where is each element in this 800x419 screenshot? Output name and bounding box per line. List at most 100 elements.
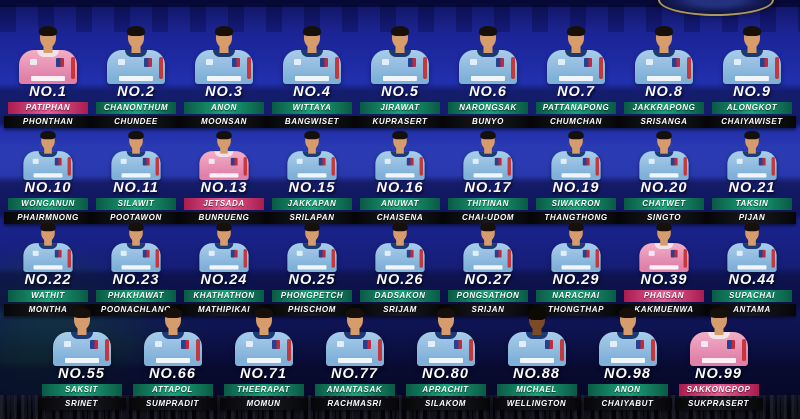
- shirt-sponsor-band: [64, 358, 99, 363]
- shirt-sponsor-band: [610, 358, 645, 363]
- player-number: NO.27: [464, 272, 512, 288]
- shirt-sponsor-band: [33, 173, 63, 178]
- club-crest: [144, 58, 152, 67]
- club-crest: [635, 340, 644, 349]
- player-photo: [104, 26, 168, 84]
- player-photo: [21, 222, 75, 272]
- stadium-roof-edge: [0, 0, 800, 7]
- player-last-name-badge: MATHIPIKAI: [180, 304, 268, 316]
- club-crest: [232, 58, 240, 67]
- shirt-sponsor-band: [207, 76, 241, 81]
- shirt-collar: [126, 151, 146, 158]
- player-shirt: [283, 50, 341, 84]
- player-card: NO.23 PHAKHAWAT POONACHLANG: [92, 214, 180, 316]
- shirt-sponsor-band: [209, 173, 239, 178]
- player-last-name-badge: CHUMCHAN: [532, 116, 620, 128]
- player-shirt: [107, 50, 165, 84]
- club-crest: [408, 58, 416, 67]
- player-number: NO.13: [200, 180, 248, 196]
- player-first-name-badge: SAKSIT: [41, 384, 122, 396]
- club-crest: [670, 249, 678, 258]
- player-first-name-badge: WITTAYA: [272, 102, 352, 114]
- player-neck: [660, 237, 668, 246]
- shirt-red-stripe: [468, 339, 473, 361]
- club-crest: [406, 157, 414, 166]
- player-number: NO.77: [331, 366, 378, 382]
- shirt-collar: [616, 332, 639, 339]
- shirt-sponsor-patch: [472, 250, 479, 256]
- shirt-sponsor-band: [385, 265, 415, 270]
- player-photo: [280, 26, 344, 84]
- player-hair: [744, 222, 760, 232]
- player-neck: [44, 237, 52, 246]
- player-neck: [748, 145, 756, 154]
- shirt-sponsor-band: [559, 76, 593, 81]
- player-shirt: [325, 332, 384, 366]
- player-number: NO.3: [205, 84, 243, 100]
- player-number: NO.44: [728, 272, 776, 288]
- shirt-red-stripe: [419, 249, 423, 268]
- player-number: NO.6: [469, 84, 507, 100]
- player-hair: [709, 308, 728, 318]
- player-first-name-badge: THEERAPAT: [223, 384, 304, 396]
- player-neck: [259, 325, 268, 335]
- player-hair: [39, 26, 57, 36]
- player-last-name-badge: SUMPRADIT: [128, 398, 217, 410]
- club-crest: [582, 157, 590, 166]
- shirt-collar: [565, 50, 587, 57]
- player-hair: [40, 222, 56, 232]
- player-neck: [307, 43, 317, 53]
- player-card: NO.66 ATTAPOL SUMPRADIT: [128, 308, 217, 410]
- shirt-sponsor-patch: [120, 250, 127, 256]
- player-hair: [72, 308, 91, 318]
- shirt-collar: [301, 50, 323, 57]
- player-neck: [572, 237, 580, 246]
- shirt-sponsor-patch: [558, 59, 565, 65]
- player-first-name-badge: MICHAEL: [496, 384, 577, 396]
- player-hair: [304, 222, 320, 232]
- player-card: NO.25 PHONGPETCH PHISCHOM: [268, 214, 356, 316]
- player-photo: [373, 222, 427, 272]
- player-card: NO.16 ANUWAT CHAISENA: [356, 122, 444, 224]
- shirt-collar: [38, 151, 58, 158]
- player-hair: [618, 308, 637, 318]
- shirt-collar: [477, 50, 499, 57]
- player-number: NO.2: [117, 84, 155, 100]
- player-shirt: [52, 332, 111, 366]
- player-card: NO.26 DADSAKON SRIJAM: [356, 214, 444, 316]
- club-crest: [494, 157, 502, 166]
- shirt-red-stripe: [377, 339, 382, 361]
- shirt-red-stripe: [67, 157, 71, 176]
- player-last-name-badge: PHONTHAN: [4, 116, 92, 128]
- shirt-red-stripe: [507, 249, 511, 268]
- player-hair: [743, 26, 761, 36]
- player-number: NO.15: [288, 180, 336, 196]
- shirt-red-stripe: [247, 57, 251, 79]
- player-photo: [232, 308, 296, 366]
- player-card: NO.7 PATTANAPONG CHUMCHAN: [532, 26, 620, 128]
- shirt-collar: [707, 332, 730, 339]
- player-neck: [484, 237, 492, 246]
- player-photo: [549, 222, 603, 272]
- player-row-2: NO.10 WONGANUN PHAIRMNONG NO.11 SILAWIT …: [0, 122, 800, 224]
- player-neck: [396, 237, 404, 246]
- player-shirt: [723, 50, 781, 84]
- shirt-sponsor-band: [428, 358, 463, 363]
- shirt-sponsor-band: [33, 265, 63, 270]
- shirt-sponsor-band: [297, 173, 327, 178]
- shirt-sponsor-patch: [736, 250, 743, 256]
- player-card: NO.44 SUPACHAI ANTAMA: [708, 214, 796, 316]
- player-neck: [308, 237, 316, 246]
- player-photo: [192, 26, 256, 84]
- player-shirt: [639, 243, 689, 272]
- player-shirt: [111, 151, 161, 180]
- club-crest: [672, 58, 680, 67]
- player-number: NO.21: [728, 180, 776, 196]
- shirt-sponsor-patch: [294, 59, 301, 65]
- club-crest: [318, 157, 326, 166]
- player-card: NO.15 JAKKAPAN SRILAPAN: [268, 122, 356, 224]
- player-neck: [168, 325, 177, 335]
- player-first-name-badge: TAKSIN: [712, 198, 792, 210]
- player-photo: [687, 308, 751, 366]
- player-first-name-badge: KHATHATHON: [184, 290, 264, 302]
